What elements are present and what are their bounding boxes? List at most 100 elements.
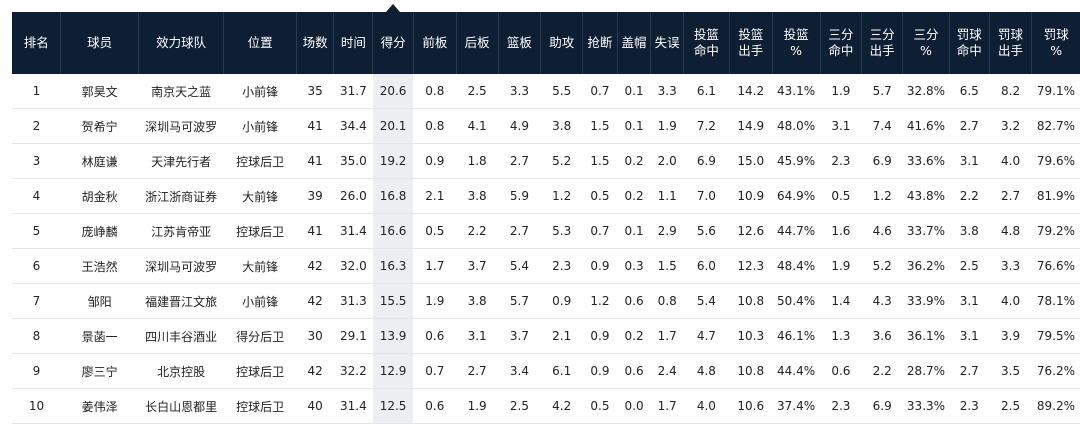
cell-games: 35 — [296, 74, 334, 109]
column-header-ft-made[interactable]: 罚球 命中 — [949, 12, 990, 74]
cell-ft-made: 2.2 — [949, 178, 990, 214]
cell-games: 41 — [296, 213, 334, 249]
column-header-three-pct[interactable]: 三分% — [902, 12, 950, 74]
table-row[interactable]: 2 贺希宁 深圳马可波罗 小前锋 41 34.4 20.1 0.8 4.1 4.9 3.8 1.5 0.… — [12, 108, 1080, 144]
cell-ft-attempted: 4.0 — [989, 283, 1032, 319]
cell-three-attempted: 5.2 — [861, 248, 903, 284]
cell-ft-attempted: 3.9 — [989, 318, 1032, 354]
cell-steals: 0.7 — [582, 213, 618, 249]
cell-ft-made: 3.1 — [949, 318, 990, 354]
cell-assists: 0.9 — [540, 283, 583, 319]
cell-points: 12.5 — [372, 388, 414, 424]
cell-three-attempted: 7.4 — [861, 108, 903, 144]
cell-fg-pct: 64.9% — [772, 178, 821, 214]
cell-three-attempted: 6.9 — [861, 388, 903, 424]
cell-fg-attempted: 12.6 — [729, 213, 773, 249]
table-row[interactable]: 3 林庭谦 天津先行者 控球后卫 41 35.0 19.2 0.9 1.8 2.7 5.2 1.5 0.… — [12, 143, 1080, 179]
cell-ft-made: 3.8 — [949, 213, 990, 249]
column-header-label: 命中 — [828, 43, 854, 58]
table-row[interactable]: 1 郭昊文 南京天之蓝 小前锋 35 31.7 20.6 0.8 2.5 3.3 5.5 0.7 0.1… — [12, 74, 1080, 109]
cell-def-rebounds: 4.1 — [456, 108, 499, 144]
column-header-turnovers[interactable]: 失误 — [650, 12, 684, 74]
column-header-fg-pct[interactable]: 投篮% — [772, 12, 821, 74]
table-row[interactable]: 5 庞峥麟 江苏肯帝亚 控球后卫 41 31.4 16.6 0.5 2.2 2.7 5.3 0.7 0.… — [12, 213, 1080, 249]
cell-position: 大前锋 — [223, 248, 297, 284]
cell-off-rebounds: 0.7 — [413, 353, 457, 389]
column-header-label: 出手 — [869, 43, 895, 58]
table-row[interactable]: 8 景菡一 四川丰谷酒业 得分后卫 30 29.1 13.9 0.6 3.1 3.7 2.1 0.9 0… — [12, 318, 1080, 354]
column-header-ft-pct[interactable]: 罚球% — [1031, 12, 1080, 74]
column-header-label: 场数 — [302, 35, 328, 50]
cell-ft-made: 3.1 — [949, 283, 990, 319]
column-header-label: 篮板 — [506, 35, 532, 50]
cell-points: 15.5 — [372, 283, 414, 319]
cell-fg-made: 6.9 — [683, 143, 730, 179]
cell-assists: 5.2 — [540, 143, 583, 179]
table-row[interactable]: 9 廖三宁 北京控股 控球后卫 42 32.2 12.9 0.7 2.7 3.4 6.1 0.9 0.6… — [12, 353, 1080, 389]
cell-player: 景菡一 — [60, 318, 139, 354]
cell-fg-pct: 37.4% — [772, 388, 821, 424]
table-row[interactable]: 6 王浩然 深圳马可波罗 大前锋 42 32.0 16.3 1.7 3.7 5.4 2.3 0.9 0.… — [12, 248, 1080, 284]
column-header-fg-made[interactable]: 投篮 命中 — [683, 12, 730, 74]
cell-ft-attempted: 3.2 — [989, 108, 1032, 144]
column-header-position[interactable]: 位置 — [223, 12, 297, 74]
cell-def-rebounds: 1.8 — [456, 143, 499, 179]
column-header-rank[interactable]: 排名 — [12, 12, 62, 74]
cell-three-made: 1.9 — [820, 248, 862, 284]
cell-fg-pct: 46.1% — [772, 318, 821, 354]
cell-player: 邹阳 — [60, 283, 139, 319]
cell-turnovers: 1.7 — [650, 388, 684, 424]
column-header-label: 投篮 — [693, 27, 719, 42]
column-header-minutes[interactable]: 时间 — [333, 12, 374, 74]
cell-ft-attempted: 2.7 — [989, 178, 1032, 214]
table-row[interactable]: 7 邹阳 福建晋江文旅 小前锋 42 31.3 15.5 1.9 3.8 5.7 0.9 1.2 0.6… — [12, 283, 1080, 319]
column-header-three-attempted[interactable]: 三分 出手 — [861, 12, 904, 74]
column-header-fg-attempted[interactable]: 投篮 出手 — [729, 12, 773, 74]
cell-position: 得分后卫 — [223, 318, 297, 354]
column-header-def-rebounds[interactable]: 后板 — [456, 12, 499, 74]
cell-def-rebounds: 2.5 — [456, 74, 499, 109]
cell-three-pct: 28.7% — [902, 353, 950, 389]
cell-steals: 0.9 — [582, 248, 618, 284]
table-row[interactable]: 10 姜伟泽 长白山恩都里 控球后卫 40 31.4 12.5 0.6 1.9 2.5 4.2 0.5… — [12, 388, 1080, 424]
cell-rebounds: 2.5 — [498, 388, 541, 424]
column-header-three-made[interactable]: 三分 命中 — [820, 12, 863, 74]
cell-steals: 0.5 — [582, 388, 618, 424]
column-header-blocks[interactable]: 盖帽 — [617, 12, 652, 74]
cell-three-made: 1.4 — [820, 283, 862, 319]
column-header-points[interactable]: 得分 — [372, 4, 414, 74]
column-header-rebounds[interactable]: 篮板 — [498, 12, 542, 74]
column-header-assists[interactable]: 助攻 — [540, 12, 584, 74]
cell-player: 林庭谦 — [60, 143, 139, 179]
column-header-label: 投篮 — [738, 27, 764, 42]
cell-rebounds: 2.7 — [498, 213, 541, 249]
column-header-label: 出手 — [738, 43, 764, 58]
cell-position: 控球后卫 — [223, 143, 297, 179]
cell-three-made: 1.6 — [820, 213, 862, 249]
cell-fg-pct: 44.7% — [772, 213, 821, 249]
cell-blocks: 0.1 — [617, 213, 651, 249]
cell-def-rebounds: 3.8 — [456, 283, 499, 319]
table-row[interactable]: 4 胡金秋 浙江浙商证券 大前锋 39 26.0 16.8 2.1 3.8 5.9 1.2 0.5 0.… — [12, 178, 1080, 214]
column-header-ft-attempted[interactable]: 罚球 出手 — [989, 12, 1033, 74]
cell-points: 20.1 — [372, 108, 414, 144]
cell-team: 福建晋江文旅 — [138, 283, 224, 319]
cell-steals: 1.5 — [582, 143, 618, 179]
column-header-team[interactable]: 效力球队 — [138, 12, 225, 74]
cell-games: 42 — [296, 283, 334, 319]
cell-points: 12.9 — [372, 353, 414, 389]
column-header-label: 助攻 — [549, 35, 575, 50]
cell-minutes: 29.1 — [333, 318, 373, 354]
column-header-player[interactable]: 球员 — [60, 12, 139, 74]
cell-minutes: 31.3 — [333, 283, 373, 319]
column-header-off-rebounds[interactable]: 前板 — [413, 12, 457, 74]
cell-fg-made: 7.2 — [683, 108, 730, 144]
column-header-label: % — [920, 43, 932, 58]
cell-turnovers: 2.4 — [650, 353, 684, 389]
cell-points: 16.3 — [372, 248, 414, 284]
column-header-label: 位置 — [247, 35, 273, 50]
column-header-games[interactable]: 场数 — [296, 12, 335, 74]
column-header-steals[interactable]: 抢断 — [582, 12, 618, 74]
cell-player: 胡金秋 — [60, 178, 139, 214]
cell-three-pct: 33.9% — [902, 283, 950, 319]
